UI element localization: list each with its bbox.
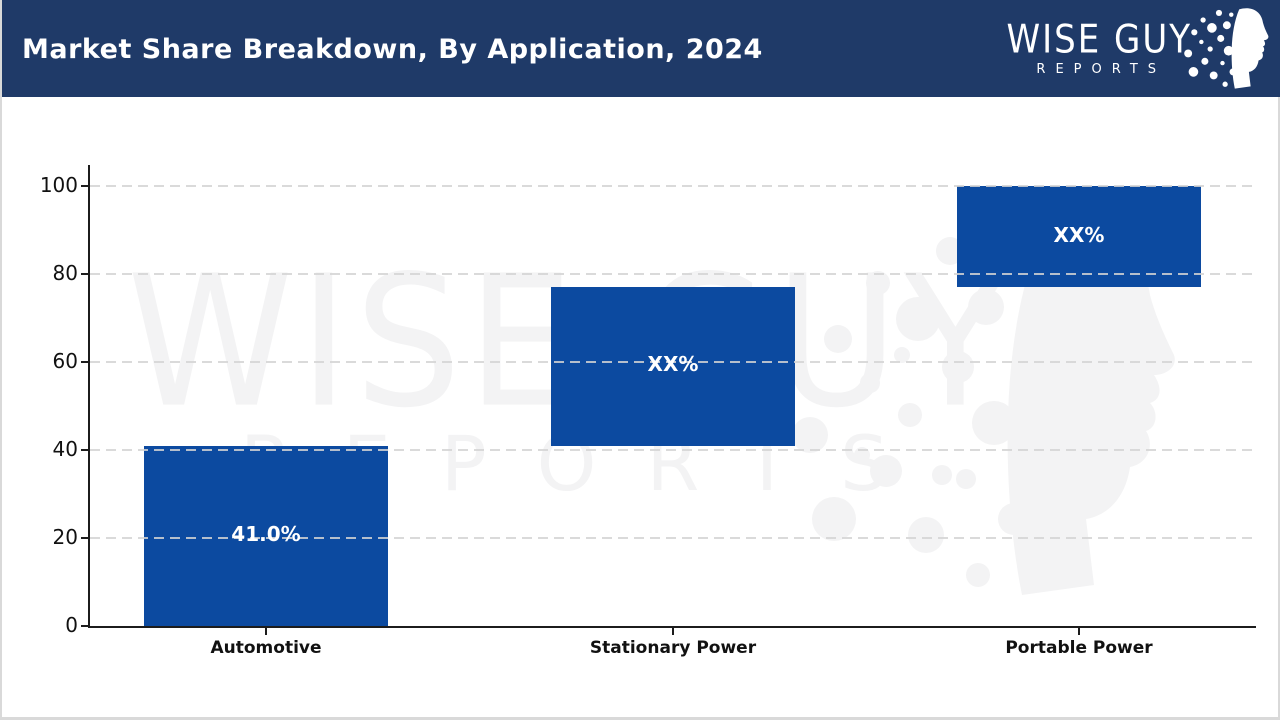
bar-value-label: XX% [647, 352, 699, 377]
bar-segment [144, 445, 388, 626]
y-tick-label-80: 80 [52, 261, 78, 285]
logo-wordmark: WISE GUY [1006, 17, 1192, 63]
wise-guy-reports-logo: WISE GUY REPORTS [1006, 4, 1274, 94]
x-axis-line [88, 626, 1256, 628]
y-tick-mark-0 [81, 625, 88, 627]
x-tick-mark [1078, 628, 1080, 635]
gridline-80 [90, 273, 1256, 275]
y-tick-mark-60 [81, 361, 88, 363]
x-tick-mark [265, 628, 267, 635]
logo-subtext: REPORTS [1036, 62, 1167, 77]
x-category-label: Automotive [210, 638, 322, 658]
gridline-60 [90, 361, 1256, 363]
logo-text: WISE GUY REPORTS [1006, 17, 1192, 77]
y-tick-label-20: 20 [52, 525, 78, 549]
bar-segment [551, 287, 795, 446]
gridline-40 [90, 449, 1256, 451]
y-axis-line [88, 165, 90, 628]
y-tick-mark-100 [81, 185, 88, 187]
x-category-label: Portable Power [1005, 638, 1153, 658]
y-tick-label-40: 40 [52, 437, 78, 461]
logo-head-dots-icon [1184, 8, 1269, 89]
x-tick-mark [672, 628, 674, 635]
chart-title: Market Share Breakdown, By Application, … [22, 34, 763, 65]
gridline-100 [90, 185, 1256, 187]
bar-value-label: XX% [1053, 222, 1105, 247]
bar-value-label: 41.0% [231, 521, 301, 546]
gridline-20 [90, 537, 1256, 539]
header-bar: Market Share Breakdown, By Application, … [2, 0, 1280, 97]
y-tick-label-0: 0 [65, 613, 78, 637]
y-tick-label-100: 100 [39, 173, 78, 197]
y-tick-label-60: 60 [52, 349, 78, 373]
y-tick-mark-40 [81, 449, 88, 451]
x-category-label: Stationary Power [589, 638, 757, 658]
y-tick-mark-80 [81, 273, 88, 275]
y-tick-mark-20 [81, 537, 88, 539]
